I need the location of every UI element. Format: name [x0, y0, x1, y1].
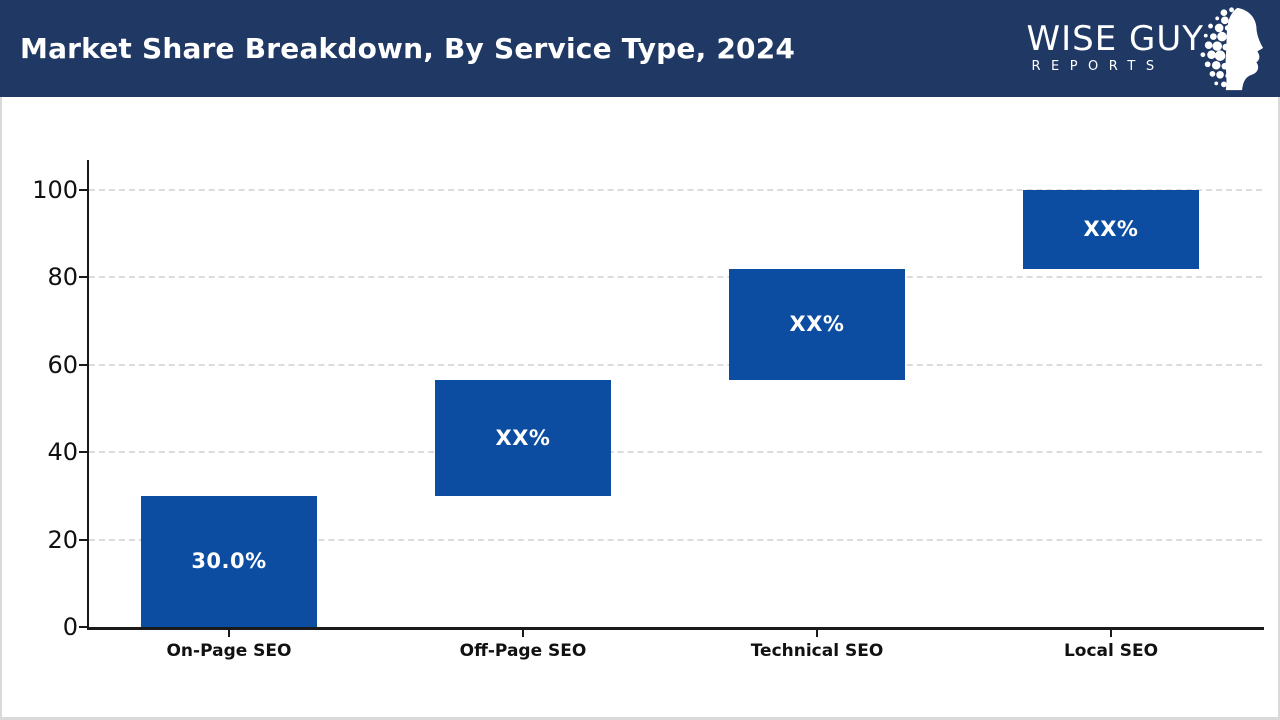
- y-tick-mark: [79, 538, 87, 541]
- bar-value-label: 30.0%: [191, 549, 267, 574]
- bar-segment-technical-seo[interactable]: XX%: [729, 268, 905, 381]
- bar-segment-off-page-seo[interactable]: XX%: [435, 380, 611, 496]
- wiseguy-logo-text: WISE GUY REPORTS: [1026, 19, 1204, 74]
- logo-subtitle: REPORTS: [1031, 58, 1165, 74]
- bar-segment-local-seo[interactable]: XX%: [1023, 190, 1199, 269]
- y-tick-mark: [79, 363, 87, 366]
- x-category-label: Off-Page SEO: [459, 641, 587, 661]
- y-axis-line: [87, 160, 89, 629]
- x-category-label: Local SEO: [1063, 641, 1159, 661]
- bar-value-label: XX%: [789, 312, 845, 337]
- y-tick-label: 40: [47, 438, 78, 467]
- x-category-label: On-Page SEO: [166, 641, 292, 661]
- y-tick-label: 20: [47, 525, 78, 554]
- x-category-label: Technical SEO: [750, 641, 884, 661]
- gridline: [89, 363, 1262, 366]
- gridline: [89, 189, 1262, 191]
- y-tick-mark: [79, 189, 87, 191]
- y-tick-label: 0: [62, 613, 78, 641]
- bar-value-label: XX%: [1083, 217, 1139, 242]
- y-tick-mark: [79, 626, 87, 628]
- logo-wordmark: WISE GUY: [1026, 19, 1204, 60]
- x-axis-line: [87, 627, 1264, 630]
- gridline: [89, 276, 1262, 279]
- y-tick-label: 100: [32, 176, 78, 204]
- x-tick-mark: [816, 630, 818, 637]
- page-title: Market Share Breakdown, By Service Type,…: [20, 32, 796, 65]
- gridline: [89, 451, 1262, 454]
- wiseguy-face-icon: [1200, 7, 1264, 91]
- y-tick-label: 80: [47, 263, 78, 292]
- x-tick-mark: [1110, 630, 1112, 637]
- bar-value-label: XX%: [495, 425, 551, 450]
- header-bar: Market Share Breakdown, By Service Type,…: [0, 0, 1280, 97]
- wiseguy-logo: WISE GUY REPORTS: [1026, 4, 1270, 96]
- y-tick-mark: [79, 276, 87, 279]
- y-tick-mark: [79, 451, 87, 454]
- bar-segment-on-page-seo[interactable]: 30.0%: [141, 495, 317, 627]
- y-tick-label: 60: [47, 350, 78, 379]
- gridline: [89, 538, 1262, 541]
- x-tick-mark: [522, 630, 524, 637]
- x-tick-mark: [228, 630, 230, 637]
